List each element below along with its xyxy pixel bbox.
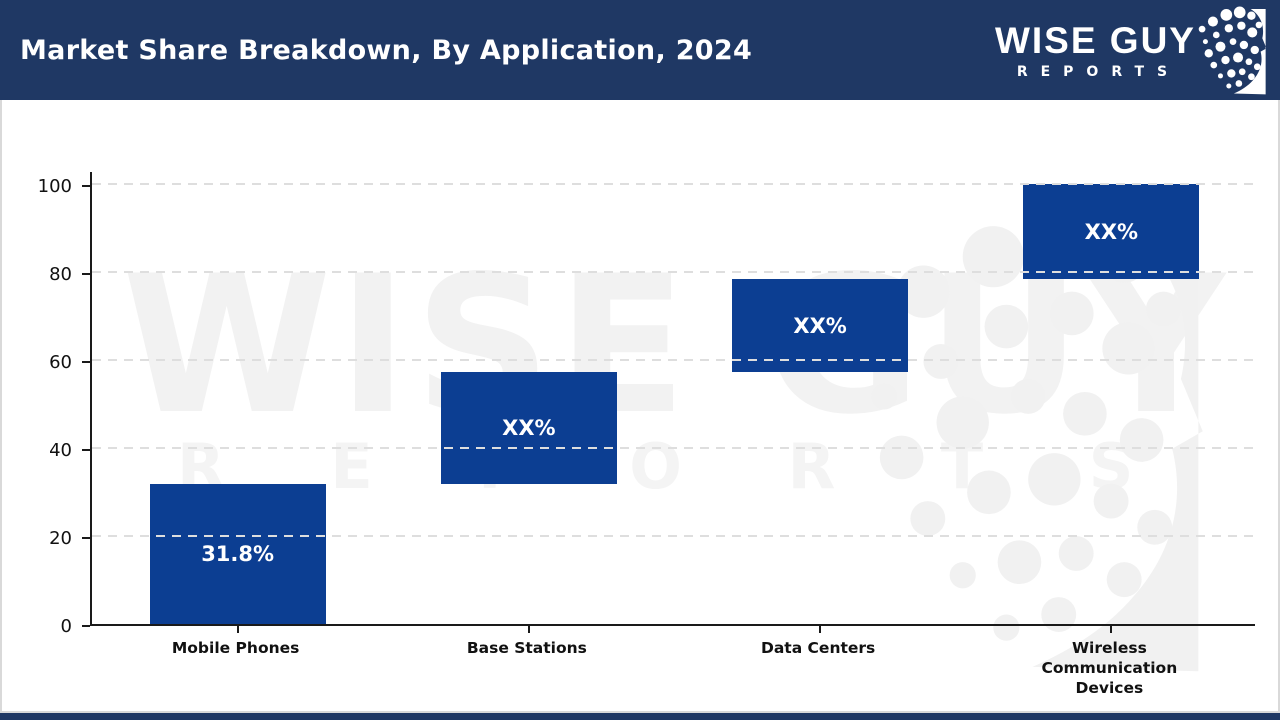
dotted-head-icon	[1198, 6, 1266, 95]
footer-bar	[0, 713, 1280, 720]
gridline-20	[92, 535, 1257, 538]
gridline-100	[92, 183, 1257, 186]
bar-value-label: XX%	[502, 416, 556, 441]
brand-logo: WISE GUY REPORTS	[995, 4, 1266, 96]
x-tick-mark	[819, 626, 822, 633]
gridline-40	[92, 447, 1257, 450]
plot-area: 31.8% XX% XX% XX%	[90, 172, 1257, 633]
brand-reports-label: REPORTS	[1016, 64, 1181, 80]
x-tick-mark	[236, 626, 239, 633]
y-axis-labels: 0 20 40 60 80 100	[2, 172, 90, 637]
x-category-label: Wireless Communication Devices	[1041, 639, 1178, 698]
y-tick-label: 100	[37, 176, 72, 198]
brand-logo-text: WISE GUY REPORTS	[995, 20, 1196, 80]
gridline-80	[92, 271, 1257, 274]
y-tick-label: 80	[49, 264, 72, 286]
y-tick-mark	[82, 361, 90, 364]
header: Market Share Breakdown, By Application, …	[0, 0, 1280, 100]
bar-value-label: XX%	[1084, 219, 1139, 244]
y-tick-mark	[82, 449, 90, 452]
bar-3: XX%	[1023, 184, 1200, 280]
x-axis-labels: Mobile Phones Base Stations Data Centers Wi…	[90, 638, 1255, 708]
chart-title: Market Share Breakdown, By Application, …	[20, 34, 753, 66]
y-tick-label: 0	[60, 616, 72, 637]
y-tick-label: 60	[49, 352, 72, 374]
x-category-label: Mobile Phones	[171, 639, 300, 657]
x-category-label: Base Stations	[466, 639, 587, 657]
bar-0: 31.8%	[149, 484, 326, 624]
y-tick-mark	[82, 185, 90, 188]
y-tick-mark	[82, 537, 90, 540]
x-tick-mark	[527, 626, 530, 633]
y-tick-mark	[82, 625, 90, 627]
y-tick-label: 40	[49, 440, 72, 462]
bar-2: XX%	[732, 279, 909, 372]
gridline-60	[92, 359, 1257, 362]
bar-1: XX%	[440, 371, 617, 485]
brand-wordmark: WISE GUY	[994, 20, 1196, 61]
bar-value-label: XX%	[793, 313, 847, 338]
y-tick-label: 20	[49, 528, 72, 550]
bar-value-label: 31.8%	[201, 542, 275, 567]
x-tick-mark	[1110, 626, 1113, 633]
y-tick-mark	[82, 273, 90, 276]
chart-card: WISE GUY R E P O R T S 0 20 40 60 8	[0, 100, 1280, 713]
x-category-label: Data Centers	[760, 639, 876, 657]
